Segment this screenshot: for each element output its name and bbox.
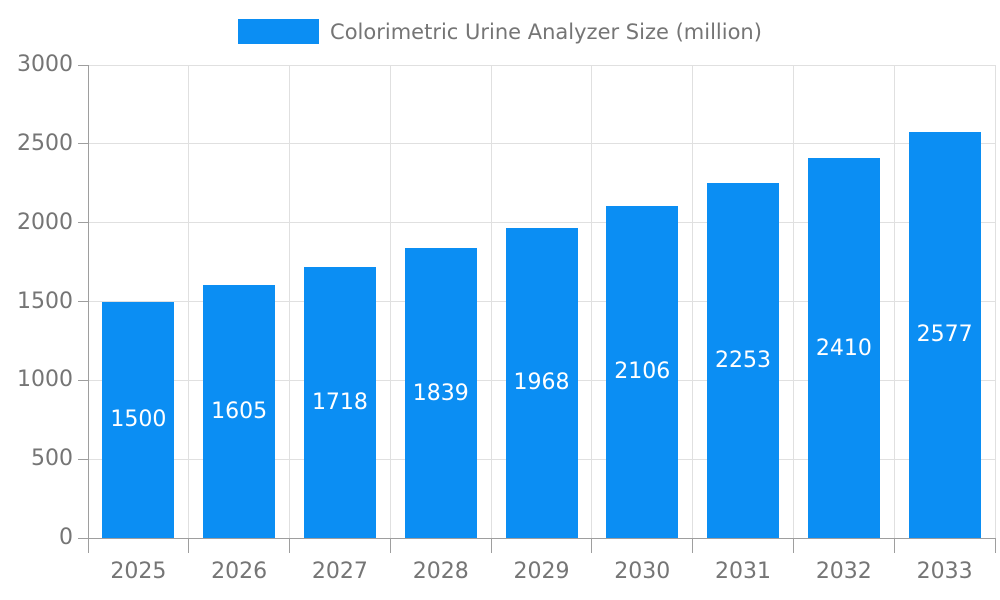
x-tick [591,538,593,553]
x-axis-label: 2029 [513,559,570,584]
x-tick [994,538,996,553]
x-axis-label: 2030 [614,559,671,584]
gridline-v [994,65,996,538]
bar[interactable]: 2410 [807,158,880,538]
gridline-v [692,65,694,538]
x-tick [389,538,391,553]
bar[interactable]: 1500 [102,301,175,538]
bar-value-label: 1500 [110,407,167,433]
y-axis-label: 500 [31,446,73,472]
legend-label: Colorimetric Urine Analyzer Size (millio… [330,19,762,44]
bar-value-label: 1968 [513,370,570,396]
x-tick [792,538,794,553]
x-axis-label: 2026 [211,559,268,584]
bar[interactable]: 2106 [606,205,679,538]
y-axis-label: 3000 [17,52,73,77]
bar-value-label: 2253 [715,347,772,373]
x-tick [188,538,190,553]
x-tick [289,538,291,553]
chart-legend[interactable]: Colorimetric Urine Analyzer Size (millio… [0,19,1000,44]
x-axis-label: 2032 [815,559,872,584]
bar[interactable]: 1839 [404,248,477,538]
gridline-v [591,65,593,538]
bar-value-label: 1605 [211,398,268,424]
y-tick [78,301,88,302]
gridline-v [792,65,794,538]
y-tick [78,64,88,66]
x-axis-label: 2033 [916,559,973,584]
bar-value-label: 2410 [815,335,872,361]
y-axis-label: 1000 [17,367,73,393]
y-axis-line [87,65,89,553]
y-tick [78,379,88,381]
x-axis-label: 2027 [311,559,368,584]
bar[interactable]: 2253 [707,182,780,538]
gridline-v [389,65,391,538]
y-axis-label: 2000 [17,209,73,235]
bar-value-label: 1839 [412,380,469,406]
bar[interactable]: 1718 [303,267,376,538]
legend-swatch [238,19,320,44]
y-tick [78,222,88,224]
y-tick [78,458,88,460]
bar-value-label: 2106 [614,359,671,385]
bar-value-label: 2577 [916,322,973,348]
x-axis-label: 2025 [110,559,167,584]
gridline-h [88,143,995,145]
x-tick [893,538,895,553]
bar[interactable]: 2577 [908,131,981,538]
gridline-h [88,222,995,224]
x-axis-label: 2028 [412,559,469,584]
gridline-v [188,65,190,538]
bar[interactable]: 1605 [203,284,276,538]
x-axis-label: 2031 [715,559,772,584]
x-tick [692,538,694,553]
y-tick [78,143,88,145]
gridline-h [88,64,995,66]
gridline-v [490,65,492,538]
x-tick [490,538,492,553]
gridline-v [289,65,291,538]
bar[interactable]: 1968 [505,227,578,538]
gridline-v [893,65,895,538]
y-axis-label: 1500 [17,288,73,314]
y-axis-label: 2500 [17,130,73,156]
y-axis-label: 0 [59,525,73,550]
x-axis-line [78,537,995,539]
bar-value-label: 1718 [311,390,368,416]
